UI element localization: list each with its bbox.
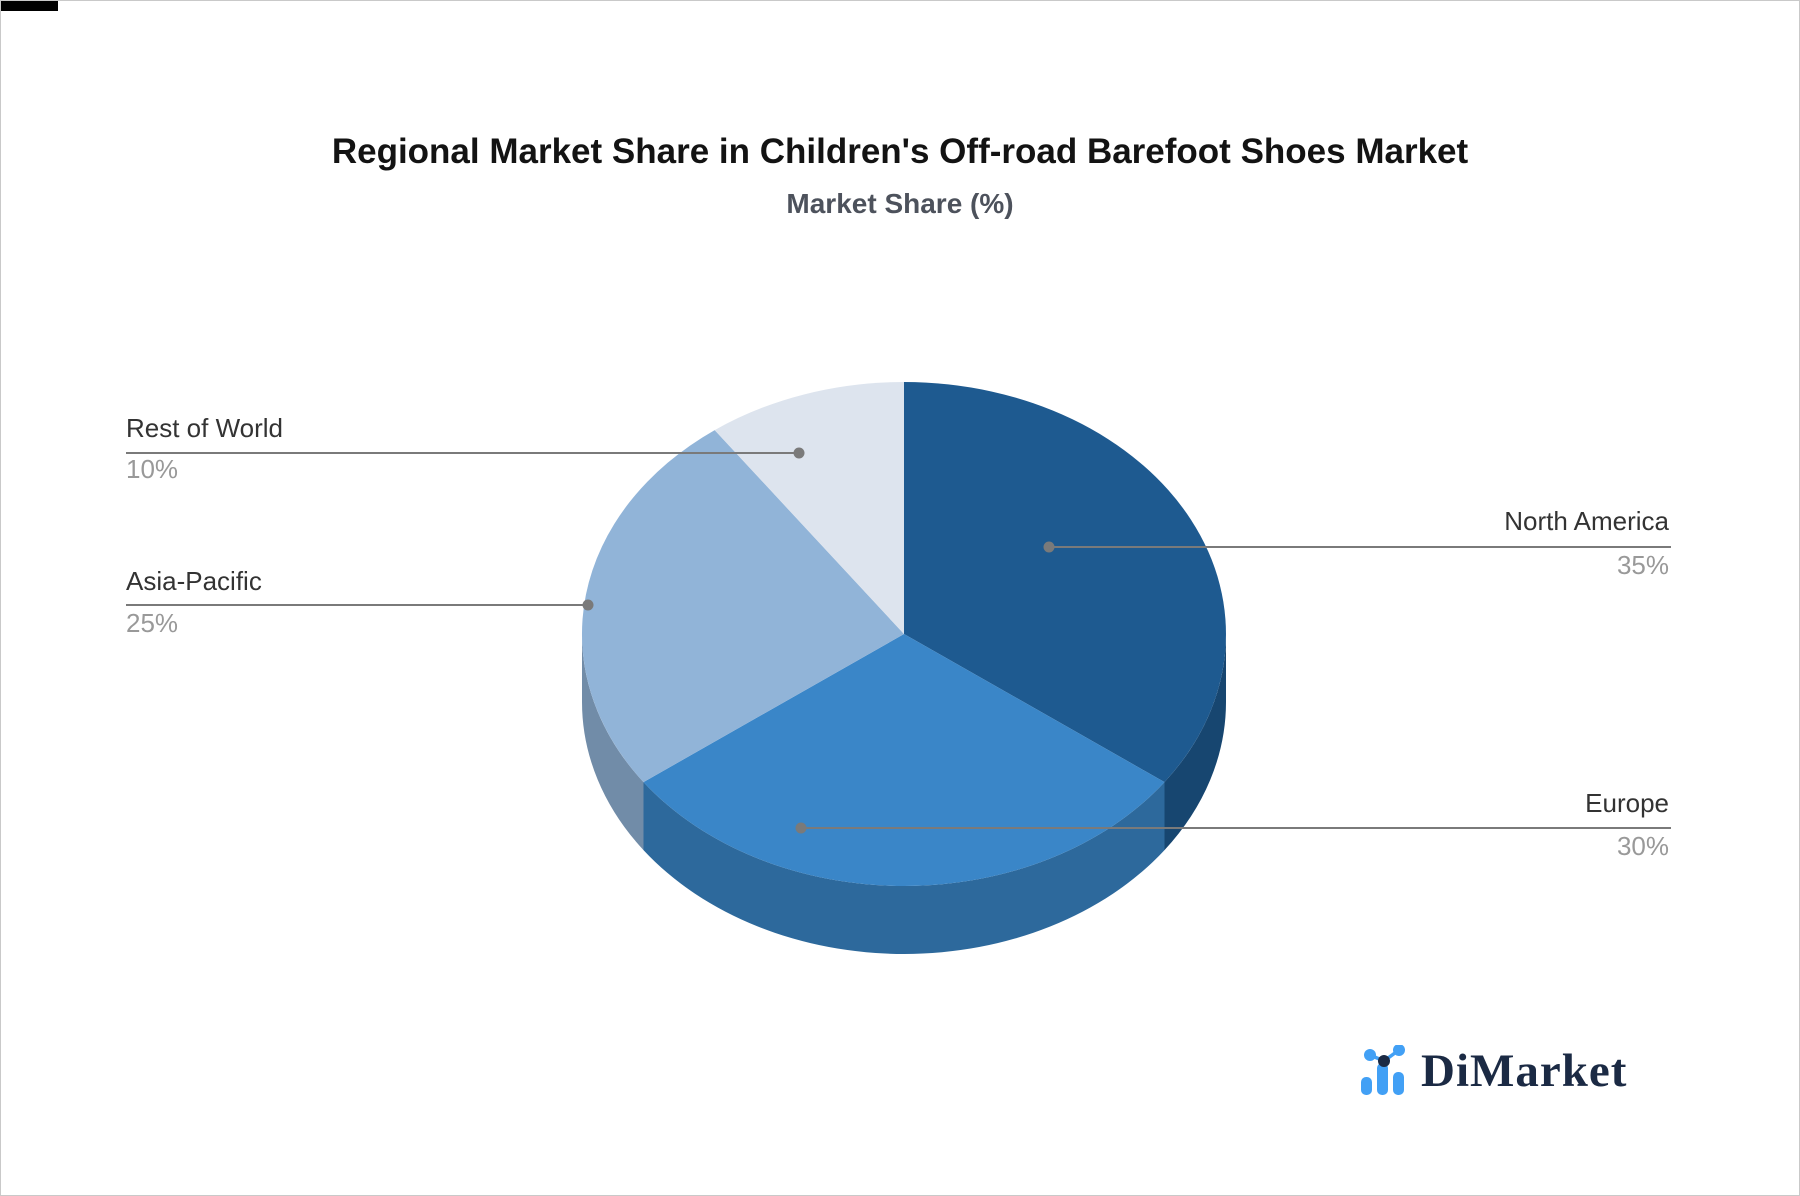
- callout-label-rest-of-world: Rest of World: [126, 413, 284, 443]
- pie-slice-europe[interactable]: [643, 634, 1165, 886]
- callout-percent-asia-pacific: 25%: [126, 608, 179, 638]
- pie-slice-europe-side: [643, 782, 1165, 954]
- pie-slice-asia-pacific-side: [582, 634, 644, 851]
- chart-subtitle: Market Share (%): [786, 188, 1014, 219]
- bar-chart-trend-icon: [1361, 1045, 1405, 1095]
- callout-dot-rest-of-world: [793, 447, 805, 459]
- callout-dot-asia-pacific: [582, 599, 594, 611]
- callout-label-asia-pacific: Asia-Pacific: [126, 566, 262, 596]
- dimarket-logo-text: DiMarket: [1421, 1045, 1628, 1097]
- pie-slice-north-america[interactable]: [904, 382, 1226, 783]
- screen-edge-artifact: [1, 1, 58, 11]
- callout-dot-north-america: [1043, 541, 1055, 553]
- callout-label-north-america: North America: [1504, 506, 1669, 536]
- pie-slice-asia-pacific[interactable]: [581, 430, 904, 783]
- callout-dot-europe: [795, 822, 807, 834]
- callout-percent-north-america: 35%: [1616, 550, 1669, 580]
- pie-slice-north-america-side: [1164, 634, 1226, 851]
- callout-label-europe: Europe: [1585, 788, 1669, 818]
- pie-slice-rest-of-world[interactable]: [714, 381, 904, 634]
- callout-percent-europe: 30%: [1616, 831, 1669, 861]
- chart-title: Regional Market Share in Children's Off-…: [331, 132, 1469, 171]
- dimarket-logo: DiMarket: [1361, 1045, 1627, 1095]
- callout-percent-rest-of-world: 10%: [126, 454, 179, 484]
